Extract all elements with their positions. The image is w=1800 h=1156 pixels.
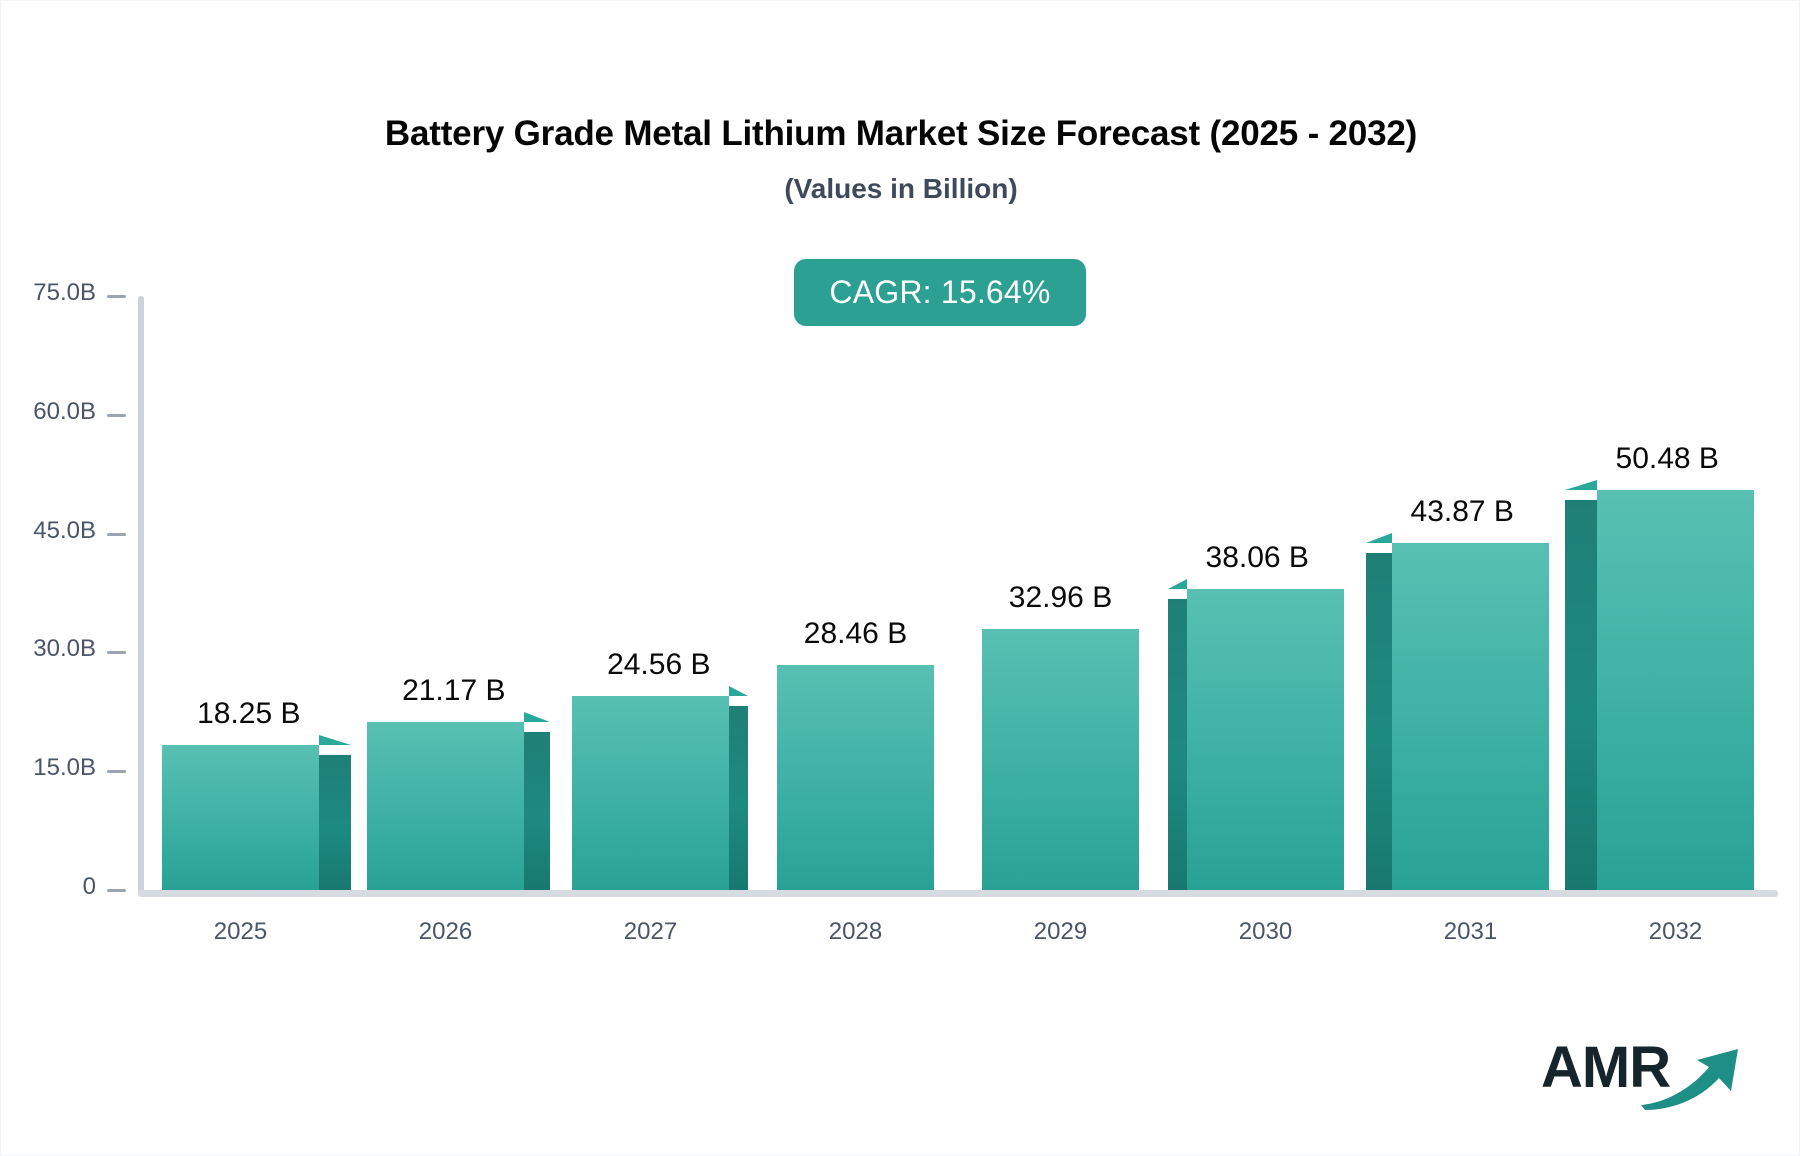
bar-front-face [1187, 588, 1344, 890]
x-tick-label: 2031 [1443, 918, 1498, 945]
plot-area: 0 15.0B 30.0B 45.0B 60.0B 75.0B 18.25 B 21.17 … [33, 279, 1778, 945]
y-tick-label: 75.0B [33, 279, 96, 306]
bar-value-label: 50.48 B [1615, 442, 1719, 476]
bar-value-label: 32.96 B [1008, 580, 1113, 614]
x-tick-label: 2029 [1033, 918, 1088, 945]
x-tick-label: 2025 [213, 918, 268, 945]
bar-top-face [319, 735, 351, 746]
amr-logo-text: AMR [1541, 1035, 1671, 1100]
bar[interactable]: 28.46 B [777, 617, 934, 890]
y-tick-label: 15.0B [33, 754, 96, 782]
bar-top-face [1565, 480, 1597, 491]
bar[interactable]: 32.96 B [982, 581, 1139, 890]
bar[interactable]: 38.06 B [1168, 541, 1344, 890]
y-tick-mark [107, 295, 126, 298]
bar[interactable]: 21.17 B [367, 674, 550, 890]
bar[interactable]: 18.25 B [162, 697, 351, 890]
y-tick-label: 30.0B [33, 635, 96, 663]
y-tick-mark [107, 770, 126, 774]
bar-front-face [982, 628, 1139, 890]
growth-arrow-icon [1641, 1049, 1738, 1110]
bar[interactable]: 50.48 B [1565, 442, 1754, 890]
bar-side-face [1565, 500, 1597, 890]
bar-front-face [367, 722, 524, 890]
x-tick-label: 2026 [418, 918, 473, 945]
x-tick-label: 2030 [1238, 918, 1293, 945]
bar-value-label: 28.46 B [803, 616, 908, 650]
y-axis-line [138, 296, 144, 896]
amr-logo: AMR [1541, 1037, 1741, 1117]
x-axis-line [138, 890, 1778, 897]
y-tick-mark [107, 532, 126, 536]
bar-value-label: 24.56 B [607, 647, 711, 681]
bar-top-face [1168, 578, 1187, 589]
chart-title: Battery Grade Metal Lithium Market Size … [384, 114, 1418, 153]
y-tick-label: 0 [82, 873, 96, 900]
y-tick-mark [107, 413, 126, 417]
bar[interactable]: 43.87 B [1366, 495, 1549, 890]
bar-value-label: 43.87 B [1410, 494, 1514, 528]
bar-front-face [162, 745, 319, 890]
bar-value-label: 18.25 B [197, 697, 301, 731]
y-tick-label: 60.0B [33, 397, 96, 425]
bar-side-face [1366, 552, 1392, 890]
bar-value-label: 21.17 B [402, 674, 506, 708]
bar-front-face [1597, 490, 1754, 890]
bar-front-face [1392, 542, 1549, 890]
bar-top-face [729, 685, 748, 696]
chart-subtitle: (Values in Billion) [784, 173, 1018, 204]
bar-side-face [319, 755, 351, 890]
bar-side-face [729, 705, 748, 890]
cagr-badge: CAGR: 15.64% [794, 259, 1086, 326]
bar-top-face [1366, 532, 1392, 543]
bar-front-face [777, 664, 934, 890]
cagr-badge-label: CAGR: 15.64% [829, 274, 1051, 310]
bar-front-face [572, 695, 729, 890]
bar-value-label: 38.06 B [1205, 540, 1309, 574]
bar-side-face [524, 732, 550, 890]
bar-side-face [1168, 598, 1187, 890]
x-tick-label: 2028 [828, 918, 883, 945]
y-tick-label: 45.0B [33, 516, 96, 544]
y-tick-mark [107, 889, 126, 892]
x-tick-label: 2032 [1648, 918, 1703, 945]
bar-top-face [524, 712, 550, 723]
bar[interactable]: 24.56 B [572, 648, 748, 890]
x-tick-label: 2027 [623, 918, 678, 945]
y-tick-mark [107, 651, 126, 655]
